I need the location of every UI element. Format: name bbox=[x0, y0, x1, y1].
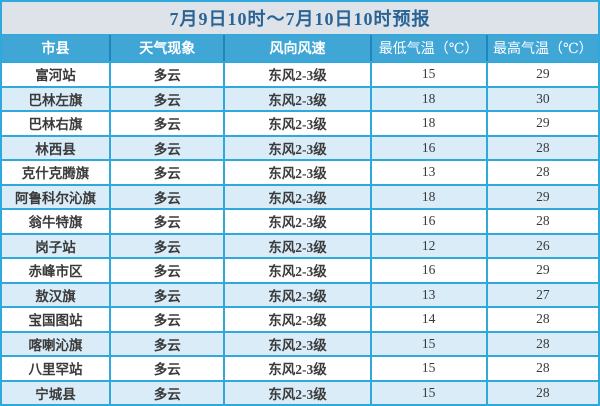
table-row: 宁城县 多云 东风2-3级 15 28 bbox=[2, 379, 598, 404]
row-weather: 多云 bbox=[111, 185, 226, 208]
row-station-name: 林西县 bbox=[2, 136, 112, 159]
row-weather: 多云 bbox=[111, 161, 226, 184]
row-station-name: 喀喇沁旗 bbox=[2, 332, 112, 355]
row-station-name: 翁牛特旗 bbox=[2, 210, 112, 233]
row-wind: 东风2-3级 bbox=[225, 136, 372, 159]
row-min-temp: 18 bbox=[372, 87, 488, 110]
row-weather: 多云 bbox=[111, 210, 226, 233]
row-max-temp: 28 bbox=[536, 213, 550, 229]
row-min-temp: 15 bbox=[372, 357, 488, 380]
column-header-min-temp: 最低气温（℃） bbox=[372, 35, 488, 61]
row-weather: 多云 bbox=[111, 381, 226, 404]
table-row: 林西县 多云 东风2-3级 16 28 bbox=[2, 134, 598, 159]
row-weather: 多云 bbox=[111, 112, 226, 135]
row-wind: 东风2-3级 bbox=[225, 112, 372, 135]
table-header-row: 市县 天气现象 风向风速 最低气温（℃） 最高气温（℃） bbox=[2, 34, 598, 61]
row-max-temp: 29 bbox=[536, 262, 550, 278]
table-row: 八里罕站 多云 东风2-3级 15 28 bbox=[2, 355, 598, 380]
row-min-temp: 15 bbox=[372, 332, 488, 355]
row-max-temp: 27 bbox=[536, 286, 550, 302]
row-max-temp: 29 bbox=[536, 115, 550, 131]
row-max-temp: 28 bbox=[536, 384, 550, 400]
row-max-temp: 30 bbox=[536, 90, 550, 106]
row-max-temp: 28 bbox=[536, 139, 550, 155]
table-row: 富河站 多云 东风2-3级 15 29 bbox=[2, 61, 598, 86]
row-min-temp: 13 bbox=[372, 283, 488, 306]
table-row: 赤峰市区 多云 东风2-3级 16 29 bbox=[2, 257, 598, 282]
row-station-name: 岗子站 bbox=[2, 234, 112, 257]
row-min-temp: 16 bbox=[372, 136, 488, 159]
table-row: 克什克腾旗 多云 东风2-3级 13 28 bbox=[2, 159, 598, 184]
row-wind: 东风2-3级 bbox=[225, 87, 372, 110]
table-title: 7月9日10时～7月10日10时预报 bbox=[2, 2, 598, 34]
table-row: 宝国图站 多云 东风2-3级 14 28 bbox=[2, 306, 598, 331]
row-station-name: 克什克腾旗 bbox=[2, 161, 112, 184]
row-weather: 多云 bbox=[111, 234, 226, 257]
row-min-temp: 16 bbox=[372, 210, 488, 233]
column-header-city: 市县 bbox=[2, 35, 112, 61]
row-wind: 东风2-3级 bbox=[225, 381, 372, 404]
row-max-temp: 28 bbox=[536, 335, 550, 351]
row-station-name: 宁城县 bbox=[2, 381, 112, 404]
row-station-name: 富河站 bbox=[2, 63, 112, 86]
row-station-name: 八里罕站 bbox=[2, 357, 112, 380]
row-max-temp: 28 bbox=[536, 164, 550, 180]
table-row: 阿鲁科尔沁旗 多云 东风2-3级 18 29 bbox=[2, 183, 598, 208]
table-row: 翁牛特旗 多云 东风2-3级 16 28 bbox=[2, 208, 598, 233]
row-max-temp: 28 bbox=[536, 360, 550, 376]
row-max-temp: 28 bbox=[536, 311, 550, 327]
row-min-temp: 13 bbox=[372, 161, 488, 184]
row-min-temp: 12 bbox=[372, 234, 488, 257]
table-row: 巴林右旗 多云 东风2-3级 18 29 bbox=[2, 110, 598, 135]
row-station-name: 巴林右旗 bbox=[2, 112, 112, 135]
row-wind: 东风2-3级 bbox=[225, 259, 372, 282]
table-row: 敖汉旗 多云 东风2-3级 13 27 bbox=[2, 281, 598, 306]
row-weather: 多云 bbox=[111, 63, 226, 86]
row-min-temp: 18 bbox=[372, 112, 488, 135]
column-header-weather: 天气现象 bbox=[111, 35, 226, 61]
row-max-temp: 29 bbox=[536, 66, 550, 82]
row-min-temp: 18 bbox=[372, 185, 488, 208]
row-station-name: 阿鲁科尔沁旗 bbox=[2, 185, 112, 208]
column-header-max-temp: 最高气温（℃） bbox=[493, 42, 593, 57]
table-row: 巴林左旗 多云 东风2-3级 18 30 bbox=[2, 85, 598, 110]
row-weather: 多云 bbox=[111, 136, 226, 159]
row-wind: 东风2-3级 bbox=[225, 161, 372, 184]
row-station-name: 敖汉旗 bbox=[2, 283, 112, 306]
row-min-temp: 15 bbox=[372, 63, 488, 86]
row-weather: 多云 bbox=[111, 332, 226, 355]
row-min-temp: 14 bbox=[372, 308, 488, 331]
row-min-temp: 16 bbox=[372, 259, 488, 282]
row-max-temp: 26 bbox=[536, 237, 550, 253]
row-wind: 东风2-3级 bbox=[225, 185, 372, 208]
row-weather: 多云 bbox=[111, 259, 226, 282]
row-wind: 东风2-3级 bbox=[225, 63, 372, 86]
table-row: 喀喇沁旗 多云 东风2-3级 15 28 bbox=[2, 330, 598, 355]
row-min-temp: 15 bbox=[372, 381, 488, 404]
row-weather: 多云 bbox=[111, 357, 226, 380]
row-wind: 东风2-3级 bbox=[225, 357, 372, 380]
row-wind: 东风2-3级 bbox=[225, 308, 372, 331]
row-weather: 多云 bbox=[111, 308, 226, 331]
row-max-temp: 29 bbox=[536, 188, 550, 204]
row-station-name: 宝国图站 bbox=[2, 308, 112, 331]
row-wind: 东风2-3级 bbox=[225, 234, 372, 257]
row-station-name: 巴林左旗 bbox=[2, 87, 112, 110]
row-wind: 东风2-3级 bbox=[225, 283, 372, 306]
column-header-wind: 风向风速 bbox=[225, 35, 372, 61]
row-wind: 东风2-3级 bbox=[225, 210, 372, 233]
row-station-name: 赤峰市区 bbox=[2, 259, 112, 282]
row-weather: 多云 bbox=[111, 87, 226, 110]
row-weather: 多云 bbox=[111, 283, 226, 306]
table-body: 富河站 多云 东风2-3级 15 29 巴林左旗 多云 东风2-3级 18 30 巴林右旗 多云 东风2… bbox=[2, 61, 598, 404]
table-row: 岗子站 多云 东风2-3级 12 26 bbox=[2, 232, 598, 257]
row-wind: 东风2-3级 bbox=[225, 332, 372, 355]
